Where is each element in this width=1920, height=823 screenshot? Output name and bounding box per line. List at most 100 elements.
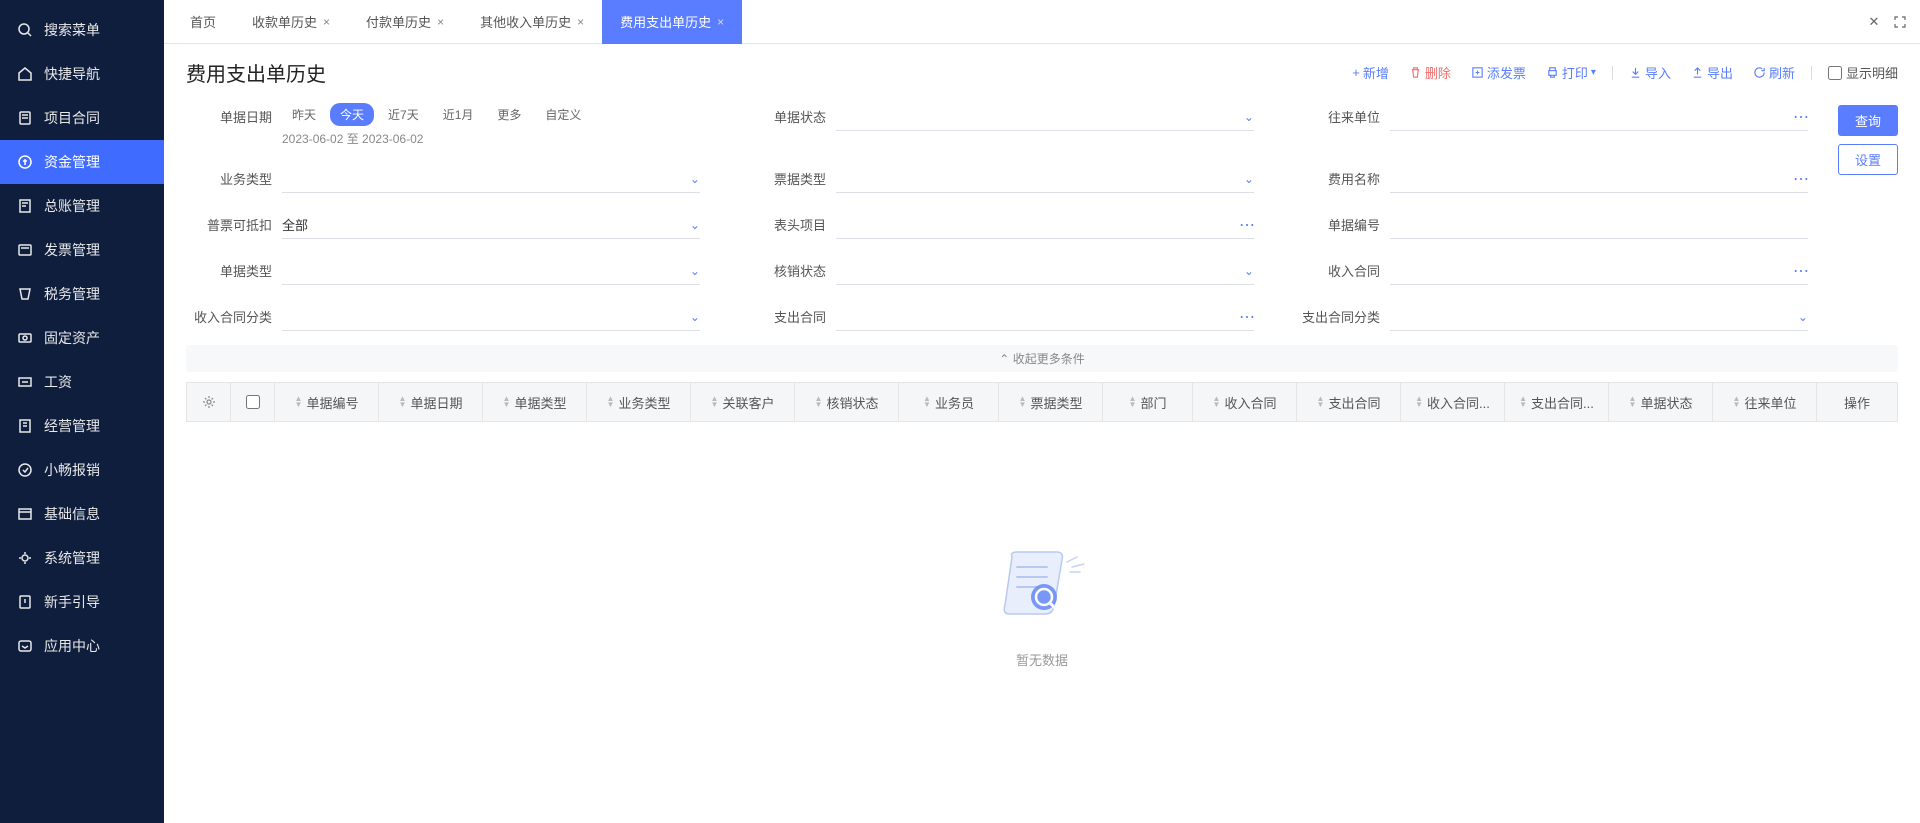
pill-custom[interactable]: 自定义 — [535, 103, 591, 126]
filter-label: 单据日期 — [186, 103, 272, 126]
th-status[interactable]: ▲▼单据状态 — [1609, 383, 1713, 421]
th-biz-type[interactable]: ▲▼业务类型 — [587, 383, 691, 421]
sidebar-item-contract[interactable]: 项目合同 — [0, 96, 164, 140]
add-invoice-icon — [1471, 66, 1484, 79]
th-expense-contract[interactable]: ▲▼支出合同 — [1297, 383, 1401, 421]
verify-select[interactable]: ⌄ — [836, 257, 1254, 285]
doc-no-input[interactable] — [1390, 211, 1808, 239]
sidebar-item-guide[interactable]: 新手引导 — [0, 580, 164, 624]
close-icon[interactable]: × — [577, 15, 584, 29]
sidebar-item-ledger[interactable]: 总账管理 — [0, 184, 164, 228]
settings-button[interactable]: 设置 — [1838, 144, 1898, 175]
sidebar-item-tax[interactable]: 税务管理 — [0, 272, 164, 316]
chevron-down-icon: ⌄ — [690, 264, 700, 278]
th-doc-no[interactable]: ▲▼单据编号 — [275, 383, 379, 421]
sidebar-item-system[interactable]: 系统管理 — [0, 536, 164, 580]
sidebar-item-apps[interactable]: 应用中心 — [0, 624, 164, 668]
page-header: 费用支出单历史 +新增 删除 添发票 打印▾ 导入 导出 刷新 显示明细 — [164, 44, 1920, 97]
sidebar-item-salary[interactable]: 工资 — [0, 360, 164, 404]
col-label: 收入合同... — [1427, 393, 1490, 412]
th-customer[interactable]: ▲▼关联客户 — [691, 383, 795, 421]
close-all-icon[interactable]: ✕ — [1864, 12, 1884, 32]
sidebar-item-funds[interactable]: 资金管理 — [0, 140, 164, 184]
import-button[interactable]: 导入 — [1621, 59, 1679, 86]
pill-more[interactable]: 更多 — [487, 103, 531, 126]
sidebar-item-search[interactable]: 搜索菜单 — [0, 8, 164, 52]
th-income-contract-2[interactable]: ▲▼收入合同... — [1401, 383, 1505, 421]
close-icon[interactable]: × — [323, 15, 330, 29]
expense-contract-select[interactable]: ⋯ — [836, 303, 1254, 331]
th-ticket-type[interactable]: ▲▼票据类型 — [999, 383, 1103, 421]
col-label: 核销状态 — [826, 393, 878, 412]
th-verify[interactable]: ▲▼核销状态 — [795, 383, 899, 421]
fullscreen-icon[interactable] — [1890, 12, 1910, 32]
tab-other-income-history[interactable]: 其他收入单历史× — [462, 0, 602, 44]
ticket-type-select[interactable]: ⌄ — [836, 165, 1254, 193]
sort-icon: ▲▼ — [1519, 396, 1527, 408]
filter-expense-contract: 支出合同 ⋯ — [740, 303, 1254, 331]
sidebar-item-biz[interactable]: 经营管理 — [0, 404, 164, 448]
pill-7days[interactable]: 近7天 — [378, 103, 429, 126]
sidebar-item-asset[interactable]: 固定资产 — [0, 316, 164, 360]
th-gear[interactable] — [187, 383, 231, 421]
tab-expense-history[interactable]: 费用支出单历史 × — [602, 0, 742, 44]
tab-payment-history[interactable]: 付款单历史× — [348, 0, 462, 44]
th-doc-date[interactable]: ▲▼单据日期 — [379, 383, 483, 421]
show-detail-checkbox[interactable]: 显示明细 — [1828, 63, 1898, 82]
btn-label: 添发票 — [1487, 63, 1526, 82]
biz-type-select[interactable]: ⌄ — [282, 165, 700, 193]
deduct-select[interactable]: 全部⌄ — [282, 211, 700, 239]
collapse-filters-button[interactable]: ⌃ 收起更多条件 — [186, 345, 1898, 372]
close-icon[interactable]: × — [437, 15, 444, 29]
th-salesperson[interactable]: ▲▼业务员 — [899, 383, 999, 421]
select-all-checkbox[interactable] — [246, 395, 260, 409]
th-doc-type[interactable]: ▲▼单据类型 — [483, 383, 587, 421]
export-button[interactable]: 导出 — [1683, 59, 1741, 86]
col-label: 支出合同... — [1531, 393, 1594, 412]
filter-expense-name: 费用名称 ⋯ — [1294, 165, 1808, 193]
pill-today[interactable]: 今天 — [330, 103, 374, 126]
chevron-down-icon: ⌄ — [1244, 172, 1254, 186]
delete-button[interactable]: 删除 — [1401, 59, 1459, 86]
pill-1month[interactable]: 近1月 — [433, 103, 484, 126]
tab-label: 费用支出单历史 — [620, 12, 711, 31]
expense-name-select[interactable]: ⋯ — [1390, 165, 1808, 193]
vendor-select[interactable]: ⋯ — [1390, 103, 1808, 131]
query-button[interactable]: 查询 — [1838, 105, 1898, 136]
tab-receipt-history[interactable]: 收款单历史× — [234, 0, 348, 44]
tabs-right-controls: ✕ — [1864, 12, 1920, 32]
tab-home[interactable]: 首页 — [172, 0, 234, 44]
doc-type-select[interactable]: ⌄ — [282, 257, 700, 285]
expense-contract-class-select[interactable]: ⌄ — [1390, 303, 1808, 331]
checkbox-input[interactable] — [1828, 66, 1842, 80]
filter-label: 单据状态 — [740, 103, 826, 126]
filter-label: 单据编号 — [1294, 211, 1380, 234]
th-expense-contract-2[interactable]: ▲▼ 支出合同... — [1505, 383, 1609, 421]
close-icon[interactable]: × — [717, 15, 724, 29]
header-proj-select[interactable]: ⋯ — [836, 211, 1254, 239]
filter-date: 单据日期 昨天 今天 近7天 近1月 更多 自定义 2023-06-02 至 2… — [186, 103, 700, 147]
th-vendor[interactable]: ▲▼往来单位 — [1713, 383, 1817, 421]
sidebar-item-base[interactable]: 基础信息 — [0, 492, 164, 536]
doc-icon — [16, 109, 34, 127]
empty-text: 暂无数据 — [186, 650, 1898, 669]
refresh-button[interactable]: 刷新 — [1745, 59, 1803, 86]
pill-yesterday[interactable]: 昨天 — [282, 103, 326, 126]
status-select[interactable]: ⌄ — [836, 103, 1254, 131]
filter-verify: 核销状态 ⌄ — [740, 257, 1254, 285]
th-dept[interactable]: ▲▼部门 — [1103, 383, 1193, 421]
sidebar-item-expense[interactable]: 小畅报销 — [0, 448, 164, 492]
sort-icon: ▲▼ — [295, 396, 303, 408]
income-contract-select[interactable]: ⋯ — [1390, 257, 1808, 285]
add-invoice-button[interactable]: 添发票 — [1463, 59, 1534, 86]
th-income-contract[interactable]: ▲▼收入合同 — [1193, 383, 1297, 421]
chevron-down-icon: ⌄ — [1798, 310, 1808, 324]
print-button[interactable]: 打印▾ — [1538, 59, 1604, 86]
new-button[interactable]: +新增 — [1344, 59, 1397, 86]
col-label: 业务员 — [935, 393, 974, 412]
sidebar-item-invoice[interactable]: 发票管理 — [0, 228, 164, 272]
sort-icon: ▲▼ — [1213, 396, 1221, 408]
income-contract-class-select[interactable]: ⌄ — [282, 303, 700, 331]
th-checkbox[interactable] — [231, 383, 275, 421]
sidebar-item-quicknav[interactable]: 快捷导航 — [0, 52, 164, 96]
